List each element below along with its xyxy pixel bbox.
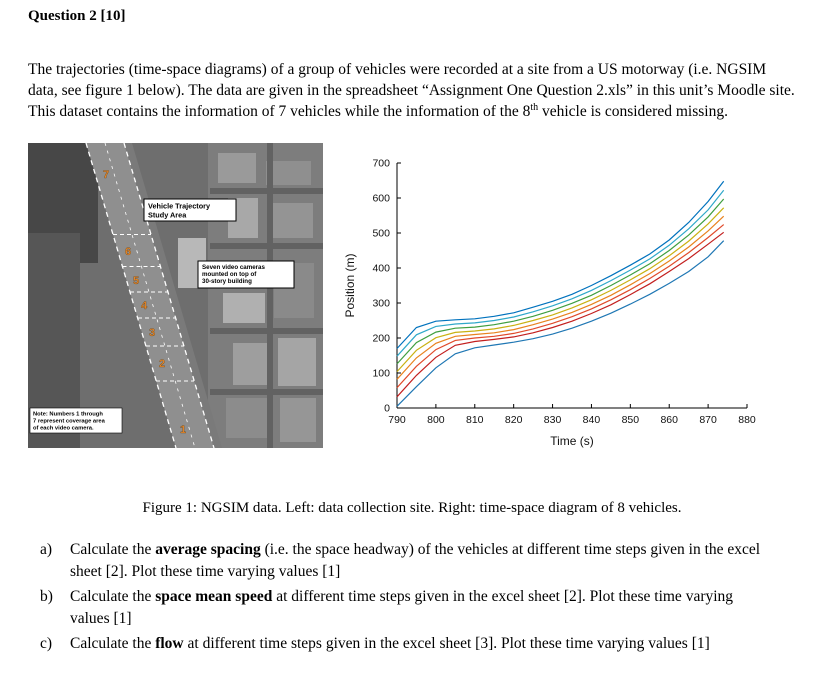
question-b-bold-term: space mean speed [155,587,273,605]
svg-text:200: 200 [372,332,390,344]
zone-number-4: 4 [141,300,148,312]
question-label-c: c) [40,634,53,652]
intro-text-2: vehicle is considered missing. [538,103,728,121]
question-text-c: Calculate the flow at different time ste… [70,633,710,655]
time-space-diagram: 790 800 810 820 830 840 850 860 870 880 0 100 200 300… [341,149,771,454]
study-area-callout: Vehicle Trajectory Study Area [143,198,237,222]
ordinal-superscript: th [530,102,539,114]
svg-text:500: 500 [372,227,390,239]
question-item-c: c) Calculate the flow at different time … [40,633,796,655]
svg-text:400: 400 [372,262,390,274]
trajectory-chart-svg: 790 800 810 820 830 840 850 860 870 880 0 100 200 300… [343,157,756,448]
svg-text:870: 870 [699,414,717,426]
question-label-b: b) [40,587,53,605]
question-item-b: b) Calculate the space mean speed at dif… [40,586,796,630]
note-line2: 7 represent coverage area [33,418,106,424]
svg-text:830: 830 [544,414,562,426]
svg-text:700: 700 [372,157,390,169]
svg-text:850: 850 [622,414,640,426]
question-a-bold-term: average spacing [155,540,261,558]
note-line3: of each video camera. [33,425,94,431]
camera-callout: Seven video cameras mounted on top of 30… [197,260,295,289]
intro-paragraph: The trajectories (time-space diagrams) o… [28,59,796,123]
question-text-a: Calculate the average spacing (i.e. the … [70,539,772,583]
svg-text:600: 600 [372,192,390,204]
question-title: Question 2 [10] [28,8,126,24]
svg-text:820: 820 [505,414,523,426]
motorway-band [86,142,214,448]
question-b-pre: Calculate the [70,587,156,605]
zone-number-1: 1 [180,424,186,436]
study-area-label-line2: Study Area [148,210,187,219]
svg-text:840: 840 [583,414,601,426]
zone-number-2: 2 [159,358,165,370]
svg-text:800: 800 [427,414,445,426]
question-a-pre: Calculate the [70,540,156,558]
question-a-post: (i.e. the space headway) of the vehicles… [70,540,761,580]
site-aerial-svg: 7 6 5 4 3 2 1 Vehicle Trajectory Study A… [28,142,323,449]
figure-caption: Figure 1: NGSIM data. Left: data collect… [142,499,682,516]
camera-label-line3: 30-story building [202,278,252,285]
question-c-pre: Calculate the [70,634,156,652]
zone-number-6: 6 [125,246,131,258]
camera-label-line2: mounted on top of [202,271,257,278]
intro-text-1: The trajectories (time-space diagrams) o… [28,61,795,121]
svg-text:810: 810 [466,414,484,426]
zone-number-5: 5 [133,275,139,287]
camera-label-line1: Seven video cameras [202,264,266,271]
svg-text:790: 790 [388,414,406,426]
question-text-b: Calculate the space mean speed at differ… [70,586,772,630]
question-label-a: a) [40,540,53,558]
svg-text:860: 860 [660,414,678,426]
question-c-bold-term: flow [155,634,184,652]
zone-number-3: 3 [149,327,155,339]
note-line1: Note: Numbers 1 through [33,411,103,417]
svg-text:300: 300 [372,297,390,309]
question-b-post: at different time steps given in the exc… [70,587,734,627]
figure-1: 7 6 5 4 3 2 1 Vehicle Trajectory Study A… [28,142,796,454]
site-aerial-image: 7 6 5 4 3 2 1 Vehicle Trajectory Study A… [28,142,323,449]
zone-number-7: 7 [103,169,109,181]
question-list: a) Calculate the average spacing (i.e. t… [28,539,796,655]
question-item-a: a) Calculate the average spacing (i.e. t… [40,539,796,583]
question-c-post: at different time steps given in the exc… [183,634,710,652]
coverage-note: Note: Numbers 1 through 7 represent cove… [29,407,123,434]
svg-text:0: 0 [384,402,390,414]
study-area-label-line1: Vehicle Trajectory [148,201,211,210]
svg-text:Time (s): Time (s) [550,434,594,448]
svg-text:Position (m): Position (m) [343,253,357,317]
svg-text:880: 880 [738,414,756,426]
svg-text:100: 100 [372,367,390,379]
